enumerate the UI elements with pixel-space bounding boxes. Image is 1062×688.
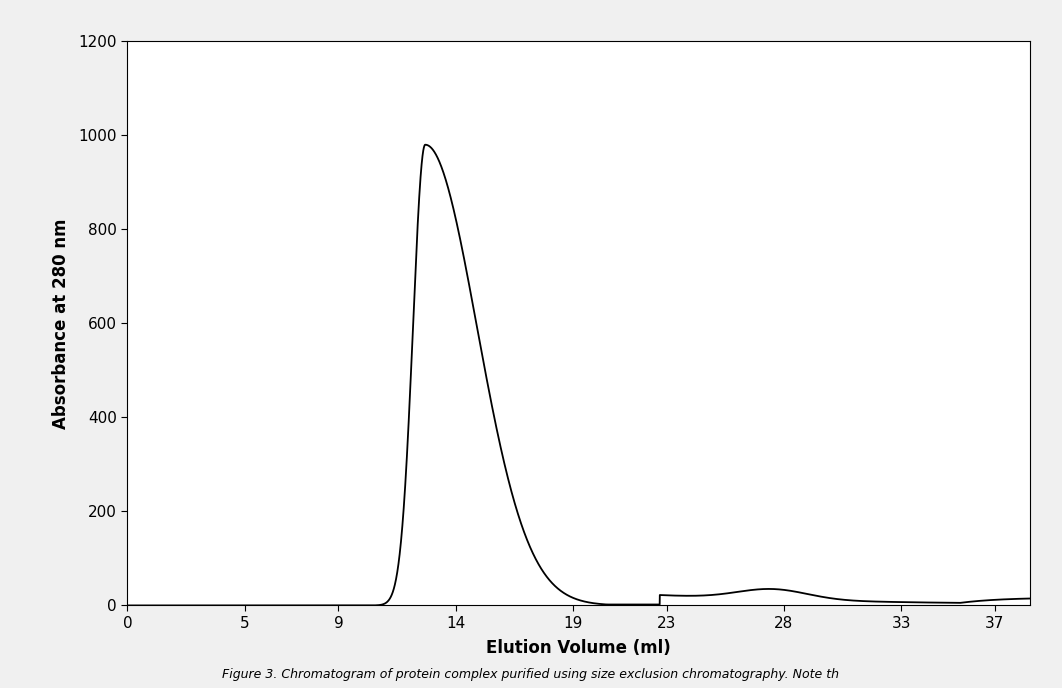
Y-axis label: Absorbance at 280 nm: Absorbance at 280 nm [52, 218, 70, 429]
X-axis label: Elution Volume (ml): Elution Volume (ml) [486, 639, 671, 657]
Text: Figure 3. Chromatogram of protein complex purified using size exclusion chromato: Figure 3. Chromatogram of protein comple… [223, 668, 839, 681]
